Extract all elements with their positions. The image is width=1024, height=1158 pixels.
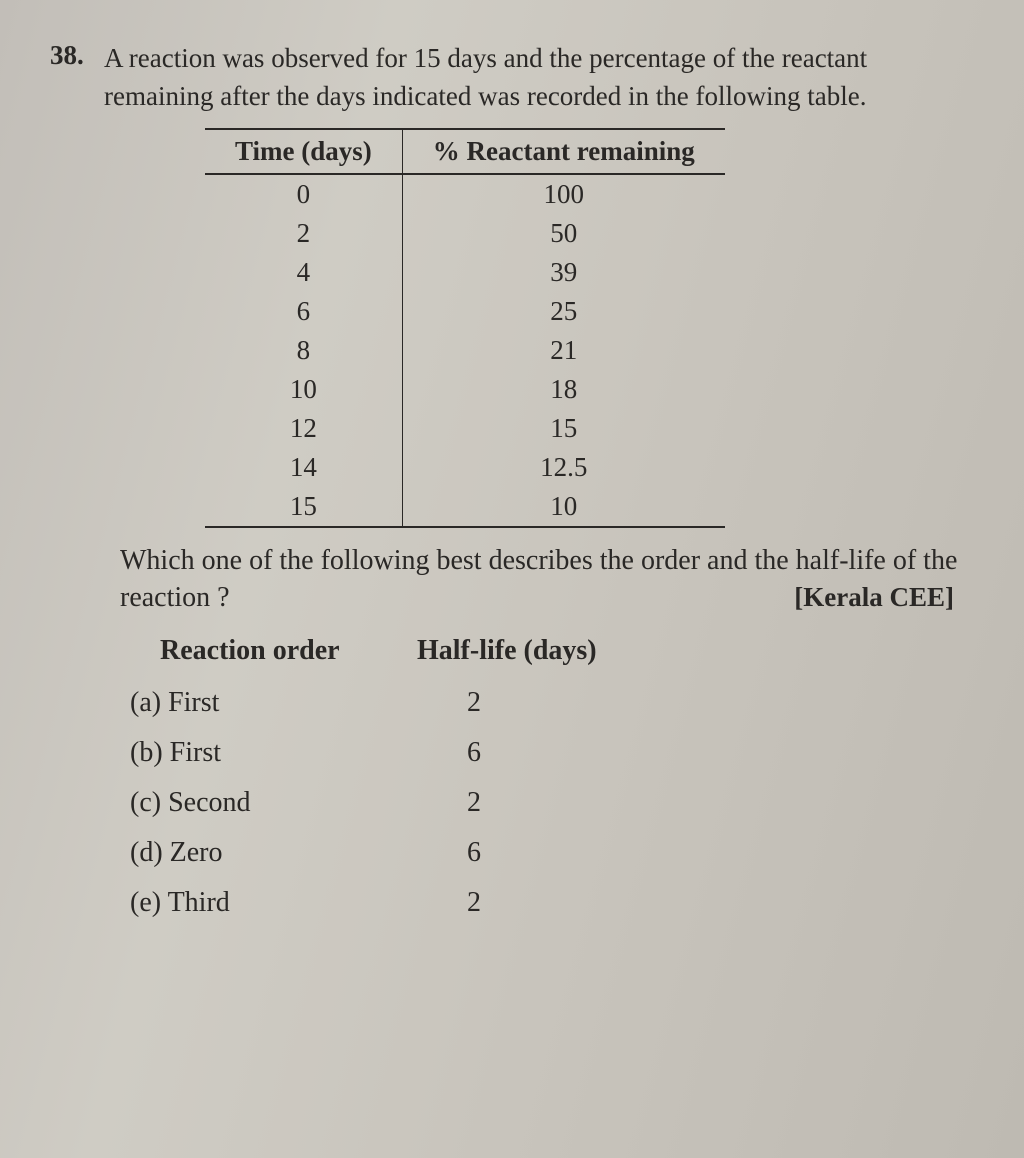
table-row: 439 [205, 253, 725, 292]
table-row: 625 [205, 292, 725, 331]
table-cell: 12 [205, 409, 402, 448]
options-header: Reaction order Half-life (days) [160, 635, 974, 667]
options-list: (a) First 2 (b) First 6 (c) Second 2 (d)… [130, 687, 974, 919]
table-cell: 50 [402, 214, 724, 253]
table-row: 1412.5 [205, 448, 725, 487]
table-cell: 25 [402, 292, 724, 331]
data-table: Time (days) % Reactant remaining 0100 25… [205, 128, 725, 528]
table-cell: 100 [402, 174, 724, 214]
option-value: 2 [467, 887, 527, 919]
table-cell: 10 [205, 370, 402, 409]
table-cell: 21 [402, 331, 724, 370]
option-row: (d) Zero 6 [130, 837, 974, 869]
table-cell: 12.5 [402, 448, 724, 487]
table-cell: 10 [402, 487, 724, 527]
options-header-halflife: Half-life (days) [417, 635, 597, 667]
table-cell: 18 [402, 370, 724, 409]
question-text: A reaction was observed for 15 days and … [104, 40, 964, 116]
table-header-time: Time (days) [205, 129, 402, 174]
option-value: 6 [467, 837, 527, 869]
table-cell: 2 [205, 214, 402, 253]
table-cell: 15 [402, 409, 724, 448]
table-cell: 8 [205, 331, 402, 370]
option-row: (a) First 2 [130, 687, 974, 719]
table-row: 1510 [205, 487, 725, 527]
table-cell: 14 [205, 448, 402, 487]
question-block: 38. A reaction was observed for 15 days … [50, 40, 974, 116]
option-label: (b) First [130, 737, 460, 769]
followup-block: Which one of the following best describe… [120, 542, 974, 618]
source-tag: [Kerala CEE] [794, 579, 954, 615]
table-cell: 4 [205, 253, 402, 292]
option-row: (b) First 6 [130, 737, 974, 769]
option-value: 2 [467, 687, 527, 719]
option-row: (c) Second 2 [130, 787, 974, 819]
option-label: (e) Third [130, 887, 460, 919]
table-row: 0100 [205, 174, 725, 214]
question-number: 38. [50, 40, 100, 71]
option-value: 6 [467, 737, 527, 769]
options-header-order: Reaction order [160, 635, 410, 667]
table-row: 1215 [205, 409, 725, 448]
option-row: (e) Third 2 [130, 887, 974, 919]
table-cell: 6 [205, 292, 402, 331]
table-header-row: Time (days) % Reactant remaining [205, 129, 725, 174]
table-cell: 39 [402, 253, 724, 292]
option-label: (a) First [130, 687, 460, 719]
table-header-reactant: % Reactant remaining [402, 129, 724, 174]
option-label: (c) Second [130, 787, 460, 819]
option-value: 2 [467, 787, 527, 819]
table-cell: 0 [205, 174, 402, 214]
option-label: (d) Zero [130, 837, 460, 869]
table-row: 821 [205, 331, 725, 370]
table-row: 250 [205, 214, 725, 253]
table-row: 1018 [205, 370, 725, 409]
table-cell: 15 [205, 487, 402, 527]
